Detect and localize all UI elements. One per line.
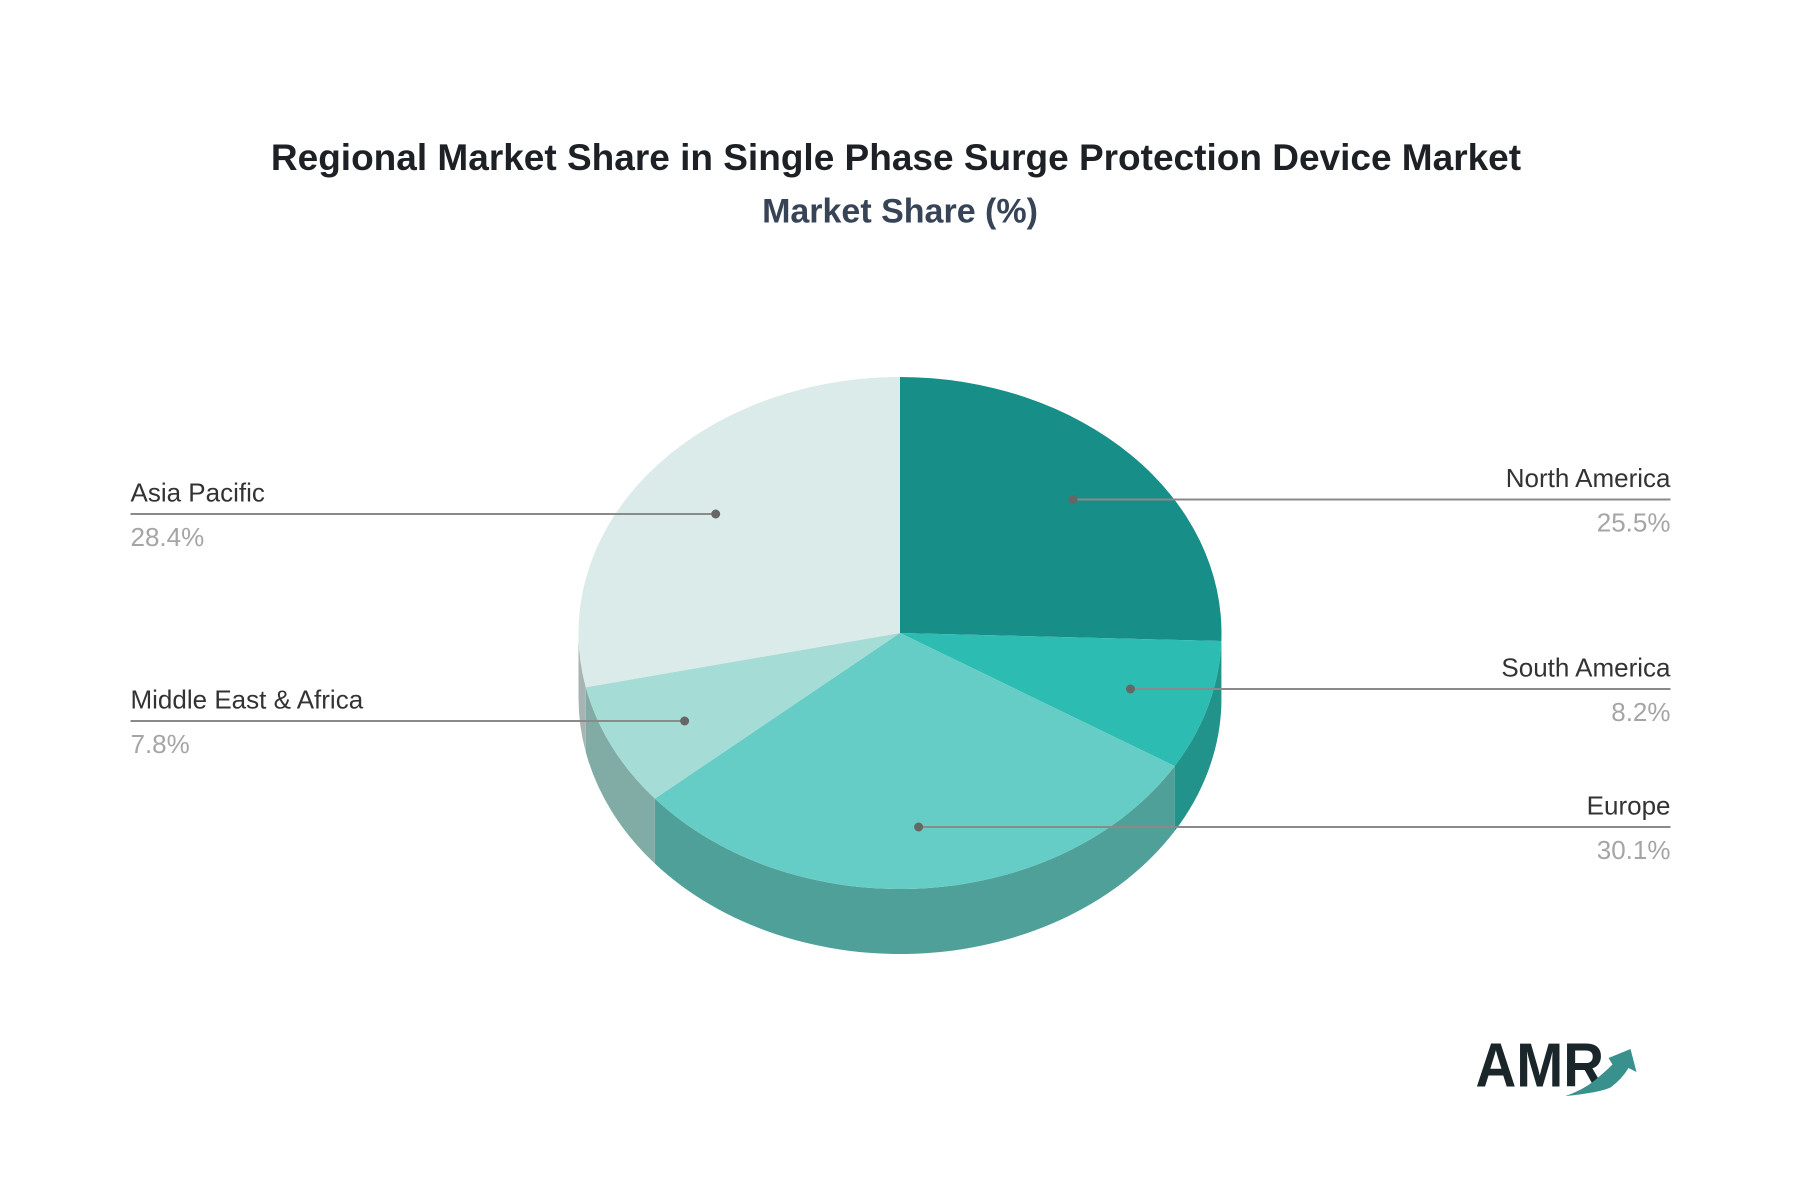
svg-text:Asia Pacific: Asia Pacific [131,478,265,508]
svg-text:25.5%: 25.5% [1597,507,1671,537]
svg-text:North America: North America [1506,463,1671,493]
svg-text:7.8%: 7.8% [131,729,190,759]
svg-text:30.1%: 30.1% [1597,835,1671,865]
svg-text:8.2%: 8.2% [1611,697,1670,727]
svg-text:South America: South America [1501,653,1671,683]
svg-text:Middle East & Africa: Middle East & Africa [131,685,364,715]
svg-text:Market Share (%): Market Share (%) [762,192,1038,230]
svg-text:Europe: Europe [1587,791,1671,821]
svg-text:28.4%: 28.4% [131,522,205,552]
svg-text:Regional Market Share in Singl: Regional Market Share in Single Phase Su… [271,137,1521,178]
